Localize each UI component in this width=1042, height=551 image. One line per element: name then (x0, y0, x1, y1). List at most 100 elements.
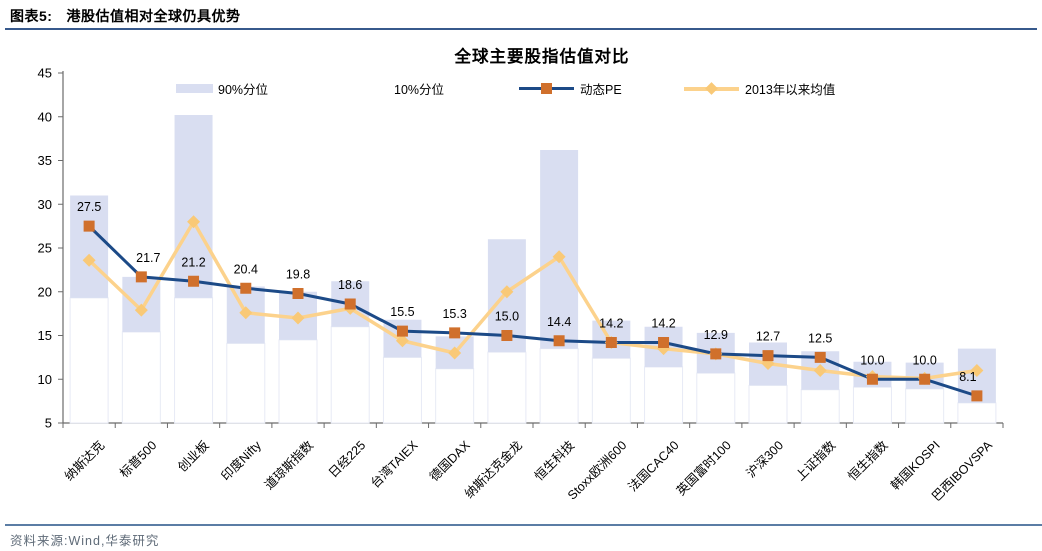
percentile-10-bar (539, 348, 579, 424)
figure-header: 图表5: 港股估值相对全球仍具优势 (10, 6, 240, 26)
mean-marker (970, 364, 984, 377)
percentile-10-bar (278, 339, 318, 424)
x-category-label: 创业板 (175, 438, 212, 475)
x-category-label: 道琼斯指数 (261, 437, 316, 492)
y-axis-tick-label: 40 (38, 109, 52, 124)
pe-marker (814, 351, 826, 363)
pe-value-label: 14.2 (599, 317, 623, 331)
mean-marker (187, 215, 201, 229)
footer-divider (5, 524, 1042, 526)
pe-value-label: 10.0 (912, 353, 936, 367)
percentile-90-swatch-icon (176, 84, 213, 93)
header-divider (5, 28, 1037, 30)
percentile-10-bar (174, 297, 214, 424)
y-axis-tick-label: 5 (45, 416, 52, 431)
legend-item-mean-since-2013: 2013年以来均值 (684, 81, 836, 97)
percentile-10-bar (696, 372, 736, 424)
pe-marker (240, 282, 252, 294)
pe-value-label: 10.0 (860, 353, 884, 367)
x-category-label: 法国CAC40 (626, 438, 682, 494)
figure-number: 图表5: (10, 8, 53, 24)
pe-value-label: 20.4 (234, 262, 258, 276)
legend-label: 2013年以来均值 (745, 83, 836, 97)
percentile-10-bar (226, 342, 266, 424)
pe-value-label: 15.3 (442, 307, 466, 321)
pe-marker (449, 327, 461, 339)
pe-marker (971, 390, 983, 402)
percentile-10-bar (748, 384, 788, 424)
percentile-10-bar (330, 326, 370, 424)
percentile-10-bar (591, 357, 631, 424)
mean-marker (500, 285, 514, 299)
pe-value-label: 12.5 (808, 331, 832, 345)
pe-value-label: 14.4 (547, 315, 571, 329)
pe-value-label: 18.6 (338, 278, 362, 292)
x-category-label: 德国DAX (426, 437, 473, 484)
percentile-10-bar (957, 402, 997, 424)
percentile-range-bar (174, 115, 213, 298)
pe-value-label: 21.7 (136, 251, 160, 265)
pe-value-label: 12.7 (756, 330, 780, 344)
figure-title: 港股估值相对全球仍具优势 (66, 8, 241, 24)
percentile-10-bar (487, 351, 527, 424)
pe-marker (710, 348, 722, 360)
x-category-label: 印度Nifty (218, 437, 264, 483)
pe-marker (396, 325, 408, 337)
mean-marker (552, 250, 566, 264)
percentile-10-swatch-icon (352, 84, 389, 93)
x-category-label: 恒生指数 (845, 437, 891, 483)
pe-marker (762, 350, 774, 362)
mean-since-2013-line (87, 220, 978, 381)
pe-value-label: 15.0 (495, 310, 519, 324)
legend-label: 10%分位 (394, 83, 445, 97)
x-category-label: 上证指数 (792, 437, 838, 483)
percentile-10-bar (69, 297, 109, 424)
mean-marker (82, 253, 96, 267)
percentile-range-bar (540, 150, 579, 349)
y-axis-tick-label: 15 (38, 328, 52, 343)
x-category-label: 纳斯达克 (62, 438, 107, 483)
data-source-note: 资料来源:Wind,华泰研究 (10, 534, 160, 548)
y-axis-tick-label: 30 (38, 197, 52, 212)
legend-item-dynamic-pe: 动态PE (519, 81, 622, 97)
legend-item-10th-percentile: 10%分位 (352, 81, 445, 97)
pe-value-label: 12.9 (704, 328, 728, 342)
x-category-label: 日经225 (326, 438, 368, 480)
pe-marker (866, 373, 878, 385)
mean-line-swatch-icon (684, 81, 739, 96)
x-category-label: 台湾TAIEX (367, 437, 421, 491)
mean-marker (448, 346, 462, 360)
y-axis-tick-label: 45 (38, 66, 52, 81)
x-category-label: 英国富时100 (673, 437, 734, 498)
percentile-10-bar (382, 356, 422, 424)
y-axis-tick-label: 10 (38, 372, 52, 387)
mean-marker (813, 364, 827, 377)
pe-value-label: 15.5 (390, 305, 414, 319)
pe-marker (292, 288, 304, 299)
x-category-label: 标普500 (117, 438, 159, 480)
percentile-range-bar (70, 195, 109, 298)
y-axis-tick-label: 35 (38, 153, 52, 168)
percentile-10-bar (121, 331, 161, 424)
y-axis-tick-label: 25 (38, 241, 52, 256)
pe-value-label: 14.2 (651, 317, 675, 331)
pe-value-label: 21.2 (181, 255, 205, 269)
mean-marker (239, 306, 253, 320)
pe-marker (605, 337, 617, 348)
pe-marker (83, 220, 95, 232)
x-category-label: 恒生科技 (532, 438, 578, 484)
pe-marker (553, 335, 565, 347)
pe-value-label: 8.1 (959, 370, 976, 384)
percentile-10-bar (644, 366, 684, 424)
pe-marker (344, 298, 356, 310)
pe-value-label: 19.8 (286, 268, 310, 282)
dynamic-pe-line (88, 225, 978, 398)
percentile-10-bar (905, 388, 945, 424)
y-axis-tick-label: 20 (38, 284, 52, 299)
percentile-10-bar (852, 386, 892, 424)
pe-marker (658, 337, 670, 348)
percentile-10-bar (800, 389, 840, 424)
pe-marker (135, 271, 147, 283)
pe-marker (919, 373, 931, 385)
pe-marker (501, 330, 513, 341)
